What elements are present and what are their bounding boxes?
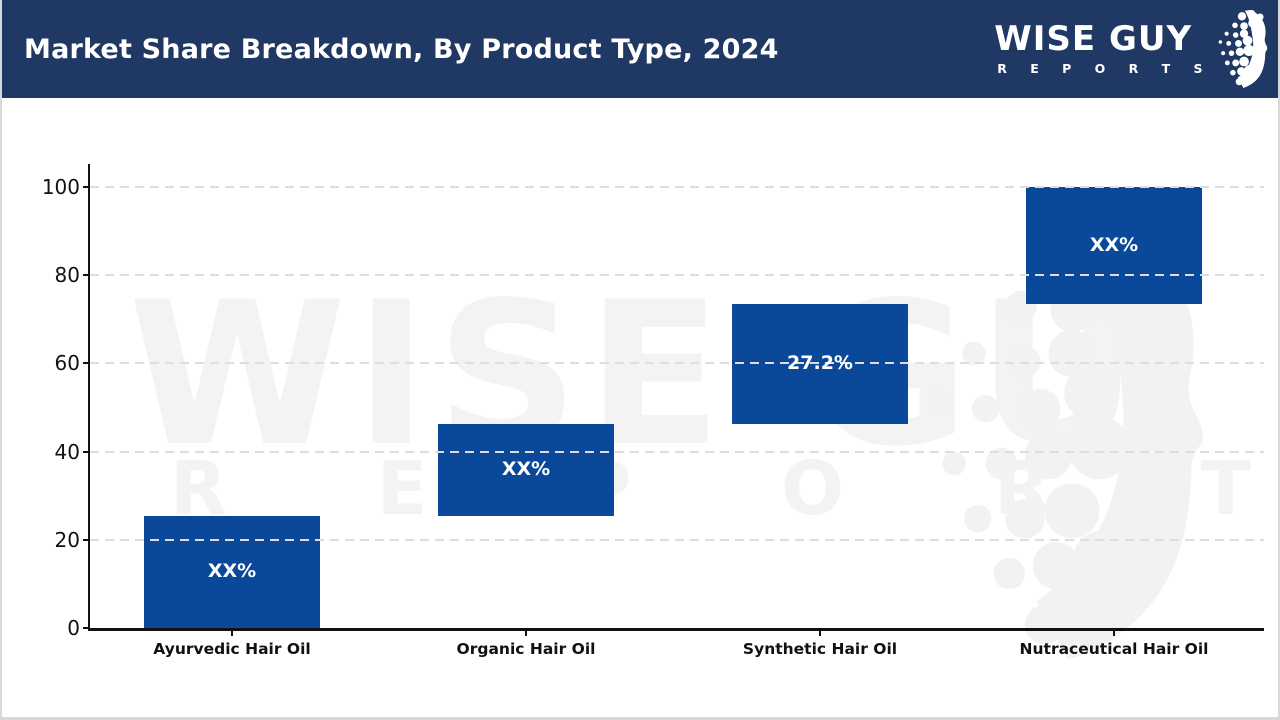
y-tick-label: 0	[67, 616, 80, 640]
y-tick	[83, 362, 90, 365]
bar	[144, 515, 320, 628]
x-tick	[1113, 630, 1115, 636]
wise-guy-reports-logo: WISE GUY R E P O R T S	[994, 0, 1264, 98]
y-tick-label: 80	[54, 263, 80, 288]
header-bar: Market Share Breakdown, By Product Type,…	[2, 0, 1278, 98]
x-category-label: Ayurvedic Hair Oil	[153, 640, 311, 658]
bar-value-label: 27.2%	[787, 352, 853, 375]
chart-title: Market Share Breakdown, By Product Type,…	[24, 33, 779, 65]
gridline	[90, 362, 1264, 365]
y-tick	[83, 538, 90, 541]
x-axis-line	[88, 628, 1264, 631]
chart-area: WISE GU R E P O R T S 020406080100XX%XX%…	[2, 98, 1280, 720]
bar-value-label: XX%	[207, 559, 257, 582]
y-tick-label: 20	[54, 527, 80, 552]
y-tick	[83, 627, 90, 629]
x-category-label: Nutraceutical Hair Oil	[1019, 640, 1209, 658]
y-axis-line	[88, 164, 90, 630]
bar-value-label: XX%	[501, 458, 551, 481]
y-tick-label: 60	[54, 351, 80, 376]
logo-face-icon	[1200, 10, 1270, 88]
gridline	[90, 450, 1264, 453]
watermark-wordmark: WISE GU	[128, 259, 1147, 490]
y-tick	[83, 186, 90, 188]
gridline	[90, 274, 1264, 277]
x-tick	[231, 630, 233, 636]
x-category-label: Organic Hair Oil	[456, 640, 596, 658]
y-tick	[83, 274, 90, 277]
gridline	[90, 186, 1264, 188]
bar	[438, 424, 614, 516]
y-tick	[83, 450, 90, 453]
y-tick-label: 100	[41, 175, 80, 199]
x-category-label: Synthetic Hair Oil	[742, 640, 898, 658]
bar-value-label: XX%	[1089, 233, 1139, 256]
gridline	[90, 538, 1264, 541]
x-tick	[819, 630, 821, 636]
logo-subtitle: R E P O R T S	[997, 61, 1212, 76]
bar	[1026, 187, 1202, 305]
x-tick	[525, 630, 527, 636]
y-tick-label: 40	[54, 439, 80, 464]
logo-wordmark: WISE GUY	[994, 19, 1193, 59]
